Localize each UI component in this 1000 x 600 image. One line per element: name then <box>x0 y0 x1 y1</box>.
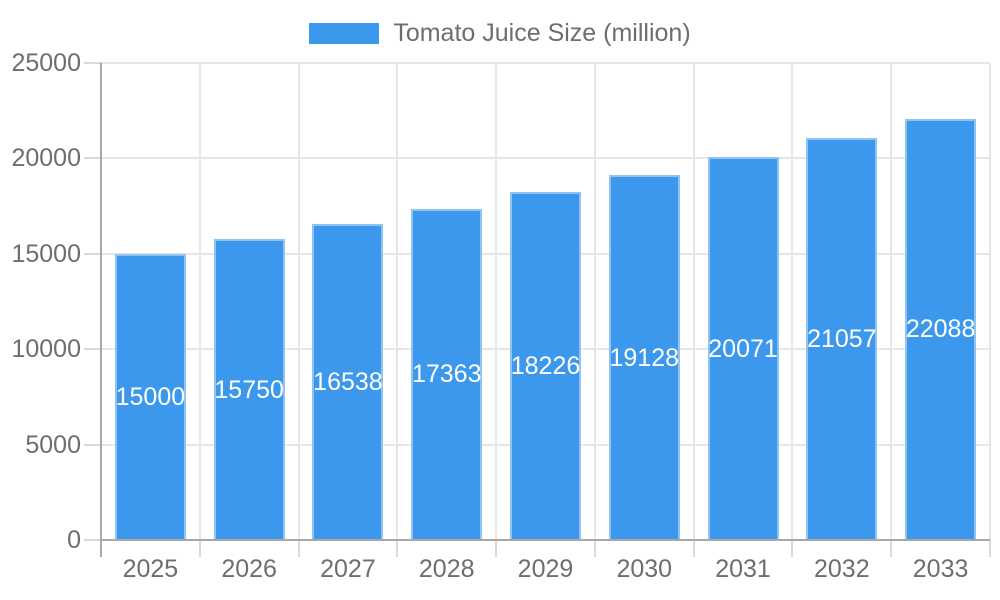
bar[interactable]: 21057 <box>806 138 878 539</box>
legend-label: Tomato Juice Size (million) <box>393 18 691 47</box>
y-tick-label: 15000 <box>11 239 81 268</box>
x-tick <box>198 540 201 557</box>
x-gridline <box>396 63 399 540</box>
y-tick <box>84 539 101 541</box>
bar-value-label: 16538 <box>313 368 383 397</box>
y-gridline <box>101 62 990 64</box>
x-gridline <box>791 63 794 540</box>
x-tick <box>989 540 991 557</box>
y-tick-label: 10000 <box>11 335 81 364</box>
x-tick-label: 2027 <box>320 555 376 583</box>
x-tick <box>593 540 596 557</box>
bar-value-label: 15750 <box>214 375 284 404</box>
legend-item[interactable]: Tomato Juice Size (million) <box>0 18 1000 47</box>
x-gridline <box>890 63 893 540</box>
bar[interactable]: 19128 <box>608 175 680 539</box>
x-tick-label: 2032 <box>814 555 870 583</box>
x-tick-label: 2025 <box>122 555 179 583</box>
legend-swatch-icon <box>309 22 380 44</box>
bar[interactable]: 15750 <box>213 239 285 539</box>
bar[interactable]: 16538 <box>312 224 384 539</box>
x-tick <box>692 540 695 557</box>
y-tick-label: 25000 <box>11 49 81 77</box>
x-axis-line <box>101 539 990 541</box>
y-gridline <box>101 157 990 160</box>
x-gridline <box>593 63 596 540</box>
bar[interactable]: 17363 <box>411 208 483 539</box>
x-gridline <box>692 63 695 540</box>
x-tick <box>396 540 399 557</box>
x-tick <box>297 540 300 557</box>
y-tick <box>84 348 101 351</box>
bar-value-label: 21057 <box>807 325 877 354</box>
y-axis-line <box>100 63 102 557</box>
bar[interactable]: 15000 <box>114 253 186 539</box>
y-tick <box>84 252 101 255</box>
x-gridline <box>297 63 300 540</box>
y-tick-label: 5000 <box>25 430 81 459</box>
bar-value-label: 22088 <box>905 315 976 344</box>
y-tick <box>84 62 101 64</box>
y-tick <box>84 157 101 160</box>
bar[interactable]: 20071 <box>707 157 779 539</box>
x-tick-label: 2030 <box>616 555 673 583</box>
x-gridline <box>198 63 201 540</box>
bar-value-label: 17363 <box>411 360 482 389</box>
x-gridline <box>989 63 991 540</box>
bar-value-label: 20071 <box>708 334 778 363</box>
x-tick-label: 2026 <box>221 555 277 583</box>
x-tick-label: 2031 <box>715 555 771 583</box>
bar[interactable]: 22088 <box>905 118 977 539</box>
bar[interactable]: 18226 <box>510 192 581 539</box>
x-gridline <box>495 63 498 540</box>
bar-value-label: 15000 <box>115 382 186 411</box>
x-tick <box>890 540 893 557</box>
x-tick <box>791 540 794 557</box>
bar-value-label: 19128 <box>609 343 680 372</box>
bar-value-label: 18226 <box>510 352 581 381</box>
x-tick <box>495 540 498 557</box>
y-tick <box>84 443 101 446</box>
x-tick-label: 2028 <box>418 555 475 583</box>
x-tick-label: 2033 <box>912 555 969 583</box>
x-tick-label: 2029 <box>517 555 574 583</box>
y-tick-label: 20000 <box>11 144 81 173</box>
y-tick-label: 0 <box>67 526 81 554</box>
